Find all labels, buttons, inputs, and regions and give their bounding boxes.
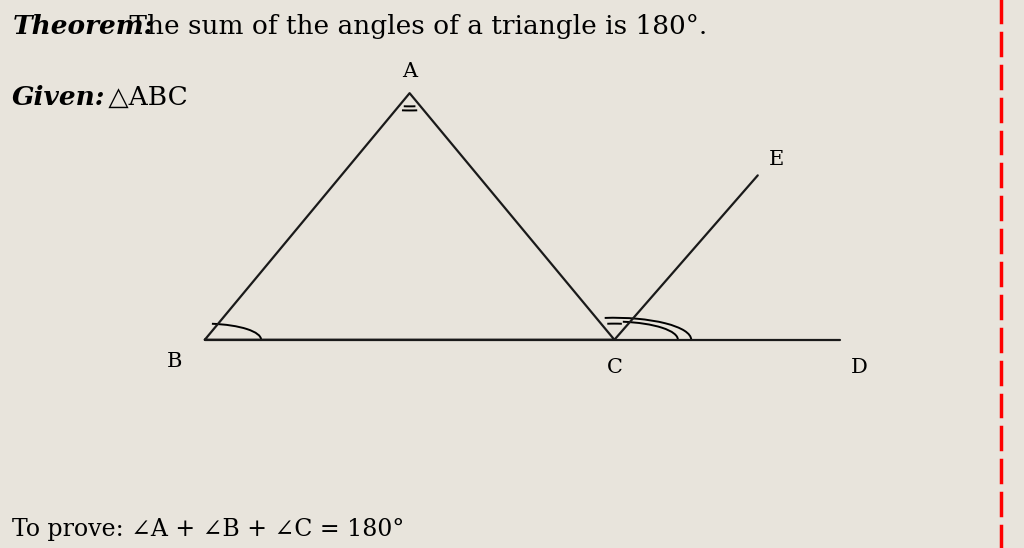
Text: To prove: ∠A + ∠B + ∠C = 180°: To prove: ∠A + ∠B + ∠C = 180° [12, 518, 404, 541]
Text: A: A [402, 62, 417, 81]
Text: B: B [167, 352, 182, 371]
Text: D: D [851, 358, 867, 377]
Text: Theorem:: Theorem: [12, 14, 154, 39]
Text: The sum of the angles of a triangle is 180°.: The sum of the angles of a triangle is 1… [121, 14, 708, 39]
Text: C: C [606, 358, 623, 377]
Text: E: E [769, 150, 784, 169]
Text: Given:: Given: [12, 85, 105, 110]
Text: △ABC: △ABC [100, 85, 188, 110]
